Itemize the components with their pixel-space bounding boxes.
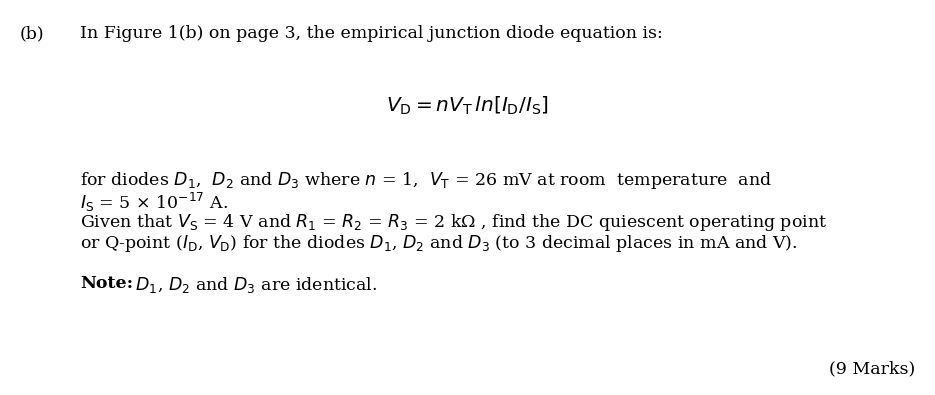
Text: (9 Marks): (9 Marks) bbox=[828, 360, 915, 377]
Text: (b): (b) bbox=[20, 25, 45, 42]
Text: $D_1$, $D_2$ and $D_3$ are identical.: $D_1$, $D_2$ and $D_3$ are identical. bbox=[130, 275, 378, 295]
Text: In Figure 1(b) on page 3, the empirical junction diode equation is:: In Figure 1(b) on page 3, the empirical … bbox=[80, 25, 663, 42]
Text: $V_\mathrm{D} = nV_\mathrm{T}\, \mathit{ln}[I_\mathrm{D}/I_\mathrm{S}]$: $V_\mathrm{D} = nV_\mathrm{T}\, \mathit{… bbox=[385, 95, 548, 117]
Text: $I_\mathrm{S}$ = 5 × 10$^{-17}$ A.: $I_\mathrm{S}$ = 5 × 10$^{-17}$ A. bbox=[80, 191, 228, 214]
Text: Note:: Note: bbox=[80, 275, 133, 292]
Text: or Q-point ($I_\mathrm{D}$, $V_\mathrm{D}$) for the diodes $D_1$, $D_2$ and $D_3: or Q-point ($I_\mathrm{D}$, $V_\mathrm{D… bbox=[80, 233, 798, 254]
Text: for diodes $D_1$,  $D_2$ and $D_3$ where $n$ = 1,  $V_\mathrm{T}$ = 26 mV at roo: for diodes $D_1$, $D_2$ and $D_3$ where … bbox=[80, 170, 772, 191]
Text: Given that $V_\mathrm{S}$ = 4 V and $R_1$ = $R_2$ = $R_3$ = 2 kΩ , find the DC q: Given that $V_\mathrm{S}$ = 4 V and $R_1… bbox=[80, 212, 827, 233]
